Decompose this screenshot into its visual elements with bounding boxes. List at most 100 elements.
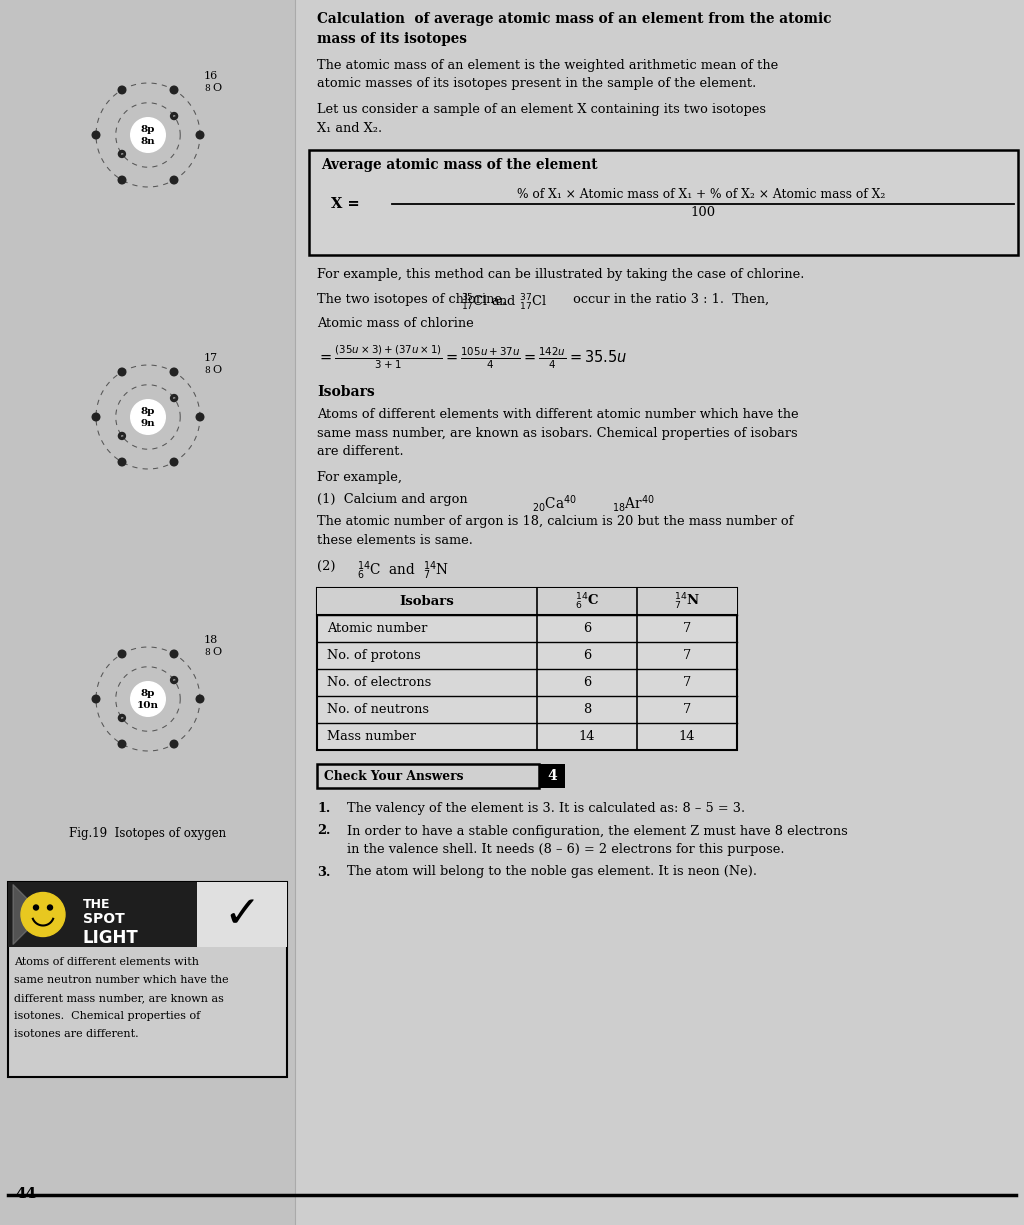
Text: same mass number, are known as isobars. Chemical properties of isobars: same mass number, are known as isobars. …	[317, 426, 798, 440]
Text: For example, this method can be illustrated by taking the case of chlorine.: For example, this method can be illustra…	[317, 268, 805, 281]
FancyBboxPatch shape	[8, 882, 287, 1077]
Circle shape	[118, 740, 126, 747]
Text: $^{14}_{6}$C  and  $^{14}_{7}$N: $^{14}_{6}$C and $^{14}_{7}$N	[357, 560, 450, 582]
Text: 6: 6	[583, 649, 591, 662]
FancyBboxPatch shape	[317, 764, 539, 788]
Text: e: e	[173, 114, 175, 118]
Text: $^{14}_{7}$N: $^{14}_{7}$N	[674, 592, 700, 611]
Text: different mass number, are known as: different mass number, are known as	[14, 993, 224, 1003]
Text: Check Your Answers: Check Your Answers	[324, 769, 464, 783]
FancyBboxPatch shape	[295, 0, 1024, 1225]
Text: The atom will belong to the noble gas element. It is neon (Ne).: The atom will belong to the noble gas el…	[347, 866, 757, 878]
Text: ✓: ✓	[223, 893, 261, 936]
Text: Fig.19  Isotopes of oxygen: Fig.19 Isotopes of oxygen	[70, 827, 226, 840]
Text: mass of its isotopes: mass of its isotopes	[317, 32, 467, 45]
Text: Atomic mass of chlorine: Atomic mass of chlorine	[317, 317, 474, 330]
Text: $^{14}_{6}$C: $^{14}_{6}$C	[574, 592, 599, 611]
Circle shape	[197, 131, 204, 138]
Text: 16: 16	[204, 71, 218, 81]
Text: isotones are different.: isotones are different.	[14, 1029, 138, 1039]
Circle shape	[171, 394, 177, 402]
Text: LIGHT: LIGHT	[83, 929, 138, 947]
FancyBboxPatch shape	[539, 764, 565, 788]
Circle shape	[92, 131, 99, 138]
Circle shape	[131, 399, 165, 434]
Text: O: O	[212, 83, 221, 93]
Text: No. of electrons: No. of electrons	[327, 676, 431, 688]
Text: (1)  Calcium and argon: (1) Calcium and argon	[317, 492, 468, 506]
Text: 6: 6	[583, 676, 591, 688]
Text: 7: 7	[683, 703, 691, 715]
Text: Atoms of different elements with: Atoms of different elements with	[14, 957, 199, 967]
FancyBboxPatch shape	[317, 588, 737, 750]
Text: 9n: 9n	[140, 419, 156, 428]
Text: $_{18}$Ar$^{40}$: $_{18}$Ar$^{40}$	[612, 492, 654, 514]
Text: No. of protons: No. of protons	[327, 649, 421, 662]
Text: 7: 7	[683, 676, 691, 688]
Text: Isobars: Isobars	[317, 386, 375, 399]
Circle shape	[119, 714, 125, 722]
FancyBboxPatch shape	[0, 0, 295, 1225]
Text: 8: 8	[204, 85, 210, 93]
Text: these elements is same.: these elements is same.	[317, 534, 473, 548]
Text: 6: 6	[583, 622, 591, 635]
Text: The valency of the element is 3. It is calculated as: 8 – 5 = 3.: The valency of the element is 3. It is c…	[347, 802, 745, 815]
Text: 8: 8	[204, 366, 210, 375]
Circle shape	[118, 369, 126, 376]
Text: $= \frac{(35u \times 3)+(37u \times 1)}{3+1}= \frac{105u+37u}{4} = \frac{142u}{4: $= \frac{(35u \times 3)+(37u \times 1)}{…	[317, 343, 628, 371]
Text: The atomic mass of an element is the weighted arithmetic mean of the: The atomic mass of an element is the wei…	[317, 59, 778, 72]
Text: 8p: 8p	[141, 690, 156, 698]
FancyBboxPatch shape	[317, 588, 737, 615]
Text: 8: 8	[204, 648, 210, 657]
Circle shape	[171, 676, 177, 684]
FancyBboxPatch shape	[8, 882, 197, 947]
Text: In order to have a stable configuration, the element Z must have 8 electrons: In order to have a stable configuration,…	[347, 824, 848, 838]
Text: 4: 4	[547, 769, 557, 783]
Circle shape	[118, 650, 126, 658]
Text: 8p: 8p	[141, 125, 156, 135]
Text: Isobars: Isobars	[399, 595, 455, 608]
Text: atomic masses of its isotopes present in the sample of the element.: atomic masses of its isotopes present in…	[317, 77, 757, 91]
Text: e: e	[173, 396, 175, 401]
Text: 8n: 8n	[140, 136, 156, 146]
Circle shape	[118, 458, 126, 466]
FancyBboxPatch shape	[309, 149, 1018, 255]
Text: 44: 44	[15, 1187, 36, 1200]
Text: The atomic number of argon is 18, calcium is 20 but the mass number of: The atomic number of argon is 18, calciu…	[317, 516, 794, 528]
Text: O: O	[212, 365, 221, 375]
Text: 14: 14	[579, 730, 595, 744]
Text: Atoms of different elements with different atomic number which have the: Atoms of different elements with differe…	[317, 408, 799, 421]
Text: O: O	[212, 647, 221, 657]
Circle shape	[197, 413, 204, 421]
Circle shape	[119, 151, 125, 158]
Circle shape	[170, 86, 178, 94]
Text: isotones.  Chemical properties of: isotones. Chemical properties of	[14, 1011, 201, 1020]
Text: 7: 7	[683, 649, 691, 662]
Text: (2): (2)	[317, 560, 336, 572]
Circle shape	[171, 113, 177, 120]
Circle shape	[170, 740, 178, 747]
Text: $^{35}_{17}$Cl and $^{37}_{17}$Cl: $^{35}_{17}$Cl and $^{37}_{17}$Cl	[461, 293, 547, 312]
Text: Calculation  of average atomic mass of an element from the atomic: Calculation of average atomic mass of an…	[317, 12, 831, 26]
Text: 3.: 3.	[317, 866, 331, 878]
Text: Let us consider a sample of an element X containing its two isotopes: Let us consider a sample of an element X…	[317, 103, 766, 116]
Text: For example,: For example,	[317, 470, 402, 484]
Text: 2.: 2.	[317, 824, 331, 838]
Circle shape	[170, 650, 178, 658]
Circle shape	[34, 905, 39, 910]
Text: $_{20}$Ca$^{40}$: $_{20}$Ca$^{40}$	[532, 492, 577, 514]
Text: 18: 18	[204, 635, 218, 646]
Circle shape	[118, 176, 126, 184]
Polygon shape	[13, 884, 43, 944]
Circle shape	[118, 86, 126, 94]
Circle shape	[197, 696, 204, 703]
Text: e: e	[121, 152, 123, 156]
Text: Average atomic mass of the element: Average atomic mass of the element	[321, 158, 598, 172]
Text: 14: 14	[679, 730, 695, 744]
Text: e: e	[173, 679, 175, 682]
Text: THE: THE	[83, 898, 111, 911]
Text: No. of neutrons: No. of neutrons	[327, 703, 429, 715]
Text: 1.: 1.	[317, 802, 331, 815]
Circle shape	[47, 905, 52, 910]
FancyBboxPatch shape	[197, 882, 287, 947]
